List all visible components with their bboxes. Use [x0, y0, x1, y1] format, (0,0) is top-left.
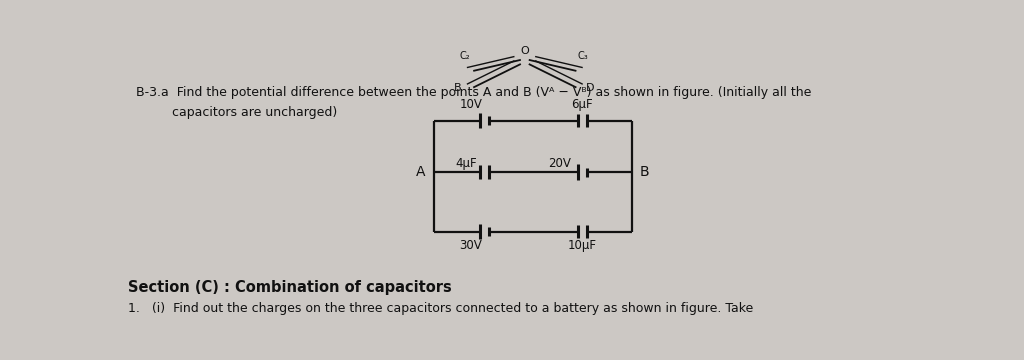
Text: Section (C) : Combination of capacitors: Section (C) : Combination of capacitors [128, 280, 452, 296]
Text: C₂: C₂ [460, 51, 471, 61]
Text: A: A [416, 165, 426, 179]
Text: C₃: C₃ [578, 51, 588, 61]
Text: 6μF: 6μF [571, 98, 593, 111]
Text: capacitors are uncharged): capacitors are uncharged) [136, 105, 337, 118]
Text: 10μF: 10μF [567, 239, 596, 252]
Text: 20V: 20V [548, 157, 570, 170]
Text: O: O [520, 46, 529, 56]
Text: B: B [640, 165, 649, 179]
Text: B: B [454, 84, 461, 93]
Text: 4μF: 4μF [456, 157, 477, 170]
Text: 1.   (i)  Find out the charges on the three capacitors connected to a battery as: 1. (i) Find out the charges on the three… [128, 302, 754, 315]
Text: B-3.a  Find the potential difference between the points A and B (Vᴬ − Vᴮ) as sho: B-3.a Find the potential difference betw… [136, 86, 811, 99]
Text: D: D [586, 84, 594, 93]
Text: 30V: 30V [460, 239, 482, 252]
Text: 10V: 10V [460, 98, 482, 111]
